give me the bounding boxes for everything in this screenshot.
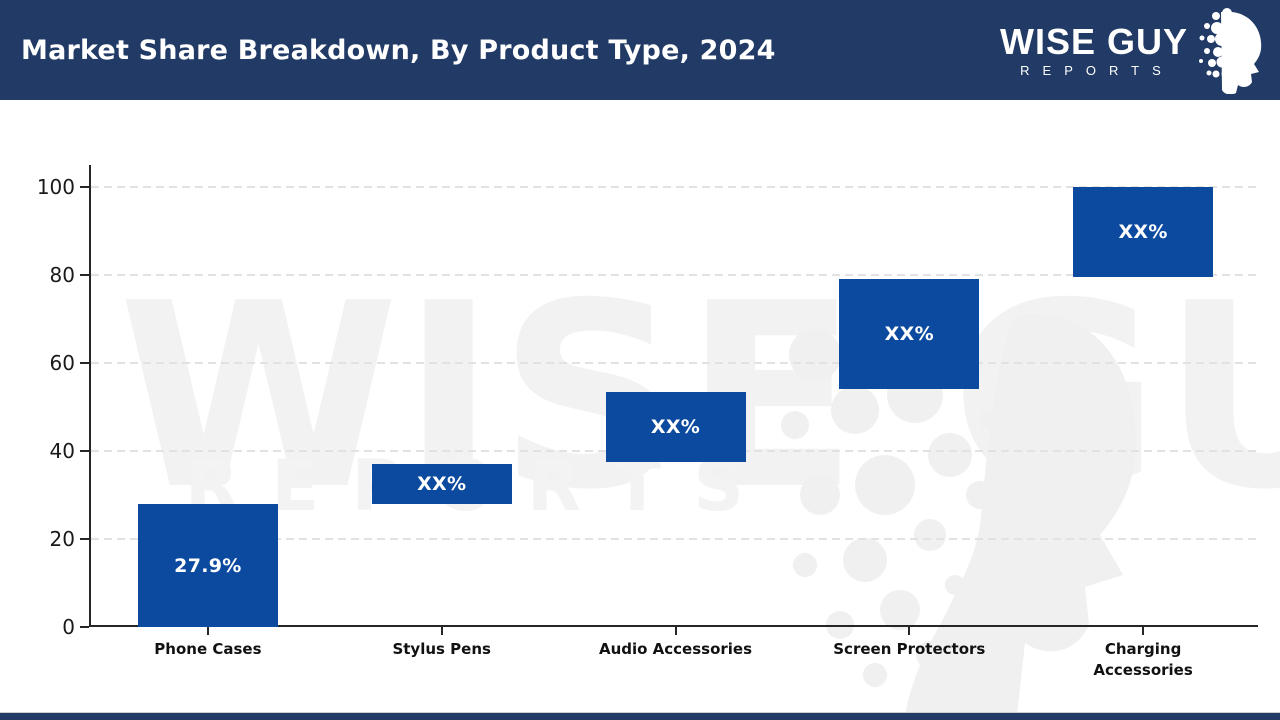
gridline-80 [91,274,1258,276]
page-title: Market Share Breakdown, By Product Type,… [21,34,776,66]
gridline-60 [91,362,1258,364]
y-tick-20 [80,538,89,540]
footer-bar [0,713,1280,720]
brand-wordmark: WISE GUY REPORTS [999,20,1188,78]
y-tick-0 [80,626,89,628]
y-tick-40 [80,450,89,452]
y-tick-label-80: 80 [49,263,75,287]
logo-subtext: REPORTS [1020,62,1174,78]
x-tick-1 [440,627,443,635]
bar-stylus-pens: XX% [371,464,512,504]
brand-logo: WISE GUY REPORTS [1000,6,1280,94]
y-tick-60 [80,362,89,364]
x-category-label: Charging Accessories [1093,640,1193,679]
header: Market Share Breakdown, By Product Type,… [0,0,1280,100]
gridline-20 [91,538,1258,540]
bar-value-label: XX% [884,323,934,346]
y-tick-100 [80,186,89,188]
x-tick-0 [206,627,209,635]
y-tick-label-40: 40 [49,439,75,463]
x-tick-4 [1142,627,1145,635]
y-tick-label-20: 20 [49,527,75,551]
x-category-label: Screen Protectors [833,640,986,658]
x-tick-3 [908,627,911,635]
x-category-label: Stylus Pens [392,640,491,658]
logo-wordmark-text: WISE GUY [999,20,1188,62]
y-tick-label-60: 60 [49,351,75,375]
bar-screen-protectors: XX% [839,279,980,390]
bar-charging-accessories: XX% [1073,187,1214,278]
bar-value-label: XX% [1118,221,1168,244]
bar-audio-accessories: XX% [605,391,746,462]
x-category-label: Phone Cases [154,640,262,658]
x-tick-2 [674,627,677,635]
plot-area: 0 20 40 60 80 100 27.9% Phone Cases XX% Stylus Pe… [37,165,1258,679]
bar-value-label: XX% [650,415,701,438]
footer-divider [0,712,1280,713]
wiseguy-head-icon [1199,8,1262,94]
gridline-100 [91,186,1258,188]
y-tick-label-0: 0 [62,615,75,639]
bar-value-label: XX% [417,472,467,495]
bar-value-label: 27.9% [174,554,242,577]
chart-area: WISE GU R E P O R T S 02040608010027.9%P… [0,100,1280,715]
y-tick-80 [80,274,89,276]
bar-phone-cases: 27.9% [137,504,278,627]
x-category-label: Audio Accessories [598,640,753,658]
y-tick-label-100: 100 [36,175,75,199]
